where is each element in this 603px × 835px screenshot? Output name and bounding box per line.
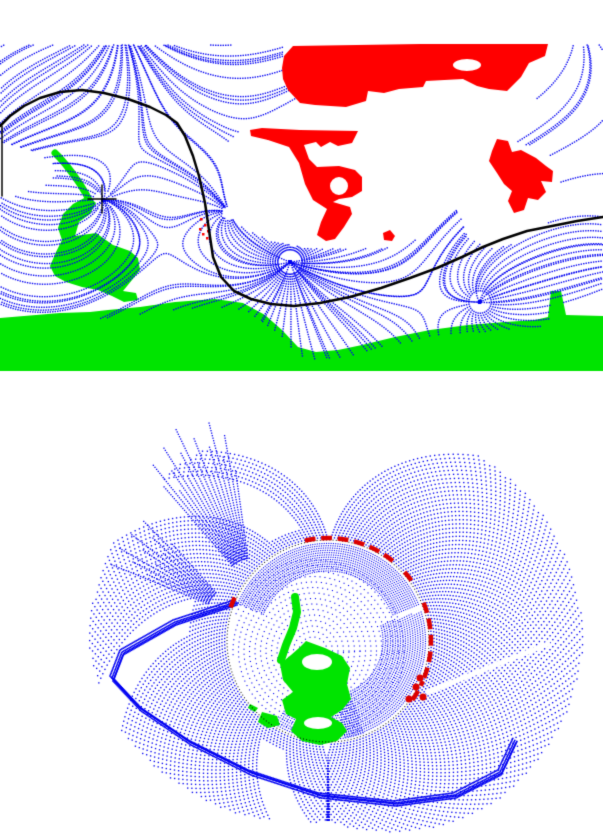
sphere-projection-panel: [0, 405, 603, 835]
synoptic-map-panel: [0, 40, 603, 376]
